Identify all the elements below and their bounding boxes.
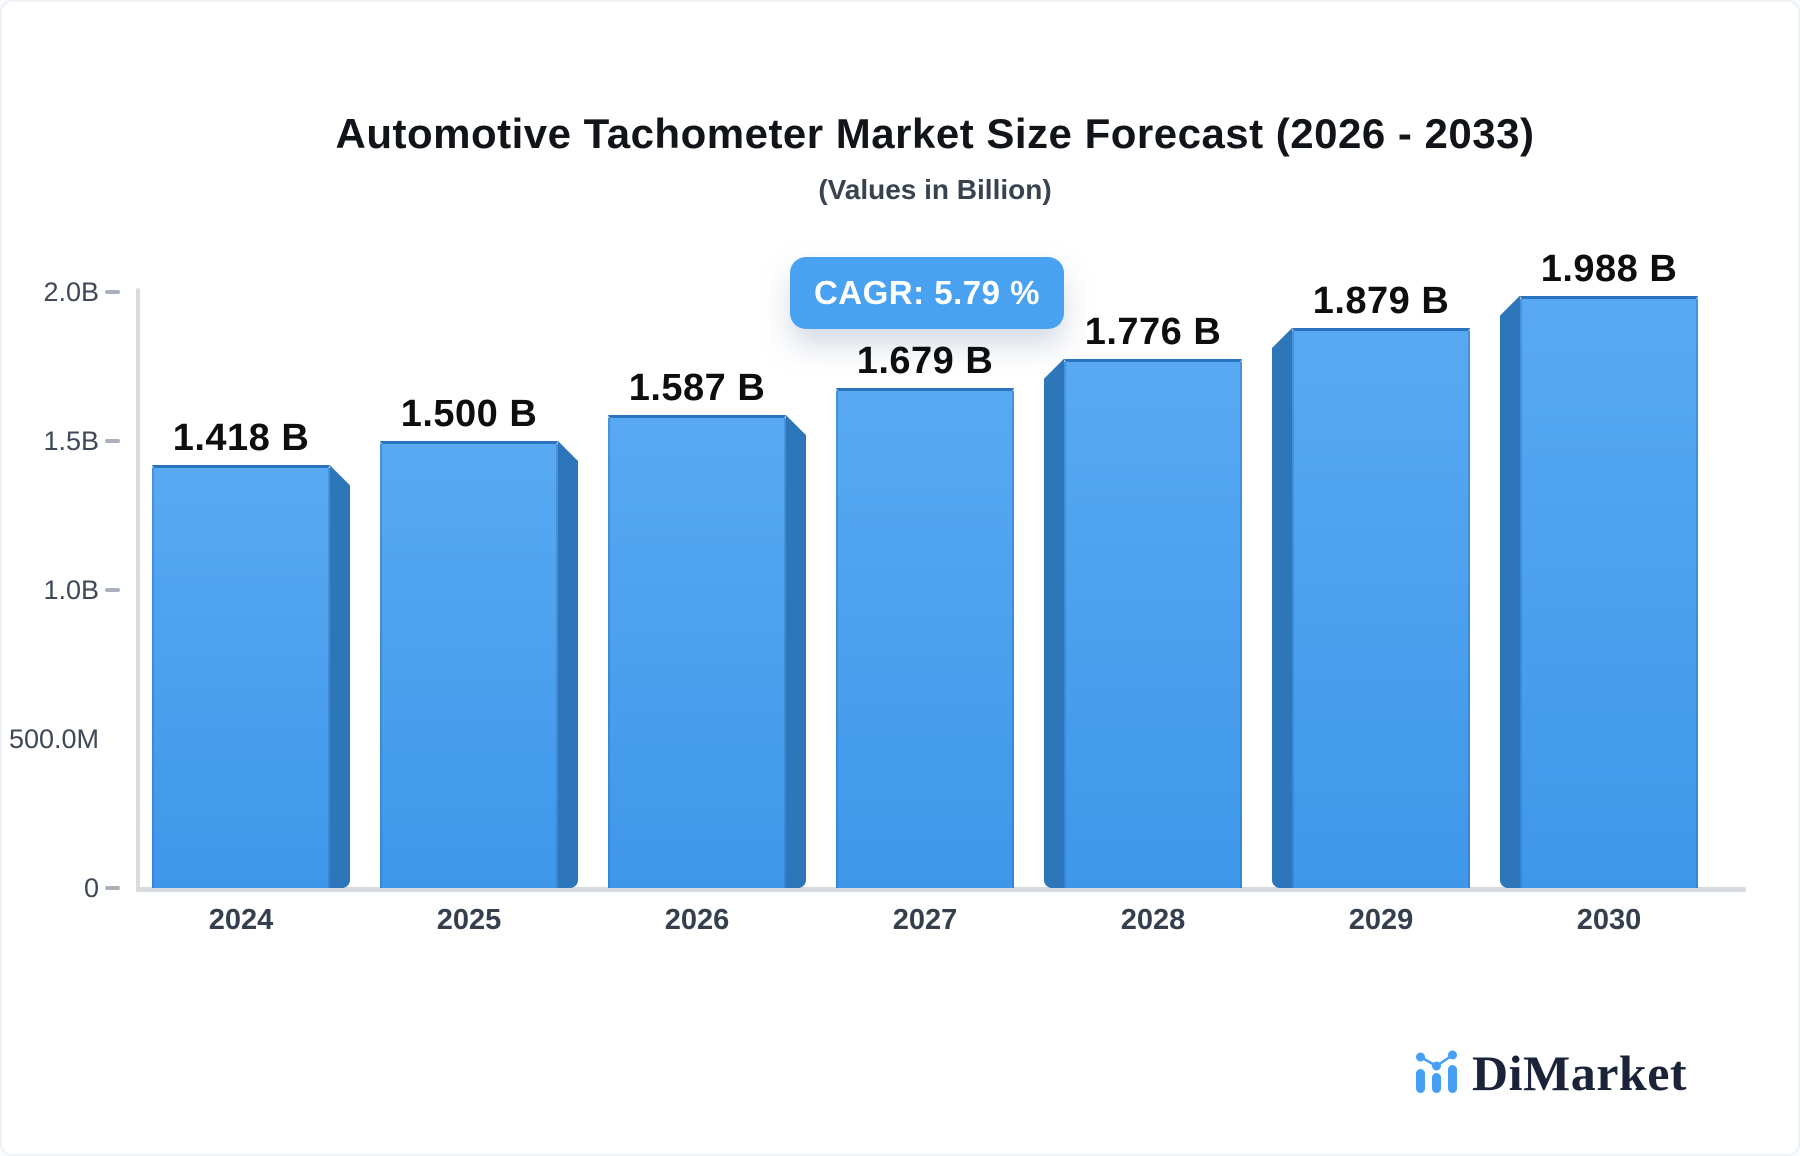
bar-side-face — [1272, 328, 1292, 888]
x-axis-label: 2027 — [892, 904, 958, 936]
bar-2024[interactable] — [152, 465, 350, 888]
bar-value-label: 1.587 B — [628, 367, 766, 410]
x-axis-label: 2028 — [1120, 904, 1186, 936]
bar-chart-logo-icon — [1416, 1050, 1457, 1093]
y-axis-line — [136, 288, 140, 888]
x-axis-line — [136, 887, 1746, 892]
x-axis-label: 2025 — [436, 904, 502, 936]
y-axis-tick-dash — [105, 290, 120, 294]
x-axis-label: 2029 — [1348, 904, 1414, 936]
y-axis-tick-dash — [105, 588, 120, 592]
bar-value-label: 1.988 B — [1540, 247, 1678, 290]
x-axis-label: 2024 — [208, 904, 274, 936]
page-title: Automotive Tachometer Market Size Foreca… — [335, 110, 1535, 157]
brand-logo: DiMarket — [1415, 1040, 1687, 1098]
y-axis-tick-dash — [105, 886, 120, 890]
brand-logo-text: DiMarket — [1472, 1045, 1688, 1101]
x-axis-label: 2026 — [664, 904, 730, 936]
bar-2029[interactable] — [1272, 328, 1470, 888]
y-axis-tick-label: 0 — [83, 873, 99, 903]
y-axis-tick-label: 1.0B — [43, 575, 99, 605]
bar-face — [608, 415, 786, 888]
bar-value-label: 1.776 B — [1084, 310, 1222, 353]
bar-face — [836, 387, 1014, 888]
bar-2026[interactable] — [608, 415, 806, 888]
bar-2030[interactable] — [1500, 295, 1698, 888]
bar-side-face — [1500, 295, 1520, 888]
y-axis-tick-label: 500.0M — [8, 724, 99, 754]
bar-2027[interactable] — [836, 387, 1014, 888]
bar-2025[interactable] — [380, 441, 578, 888]
cagr-badge: CAGR: 5.79 % — [790, 257, 1064, 329]
bar-side-face — [558, 441, 578, 888]
bar-value-label: 1.679 B — [856, 339, 994, 382]
y-axis-tick-label: 1.5B — [43, 426, 99, 456]
bar-face — [152, 465, 330, 888]
bar-value-label: 1.879 B — [1312, 280, 1450, 323]
y-axis-tick-label: 2.0B — [43, 277, 99, 307]
bar-side-face — [330, 465, 350, 888]
bar-face — [1064, 358, 1242, 888]
cagr-badge-label: CAGR: 5.79 % — [813, 274, 1041, 311]
bar-face — [380, 441, 558, 888]
bar-face — [1292, 328, 1470, 888]
bar-value-label: 1.500 B — [400, 393, 538, 435]
bar-value-label: 1.418 B — [172, 417, 310, 460]
bar-side-face — [786, 415, 806, 888]
y-axis-tick-dash — [105, 439, 120, 443]
bar-2028[interactable] — [1044, 358, 1242, 888]
page-subtitle: (Values in Billion) — [818, 174, 1052, 205]
x-axis-label: 2030 — [1576, 904, 1642, 936]
bar-side-face — [1044, 358, 1064, 888]
bar-face — [1520, 295, 1698, 888]
